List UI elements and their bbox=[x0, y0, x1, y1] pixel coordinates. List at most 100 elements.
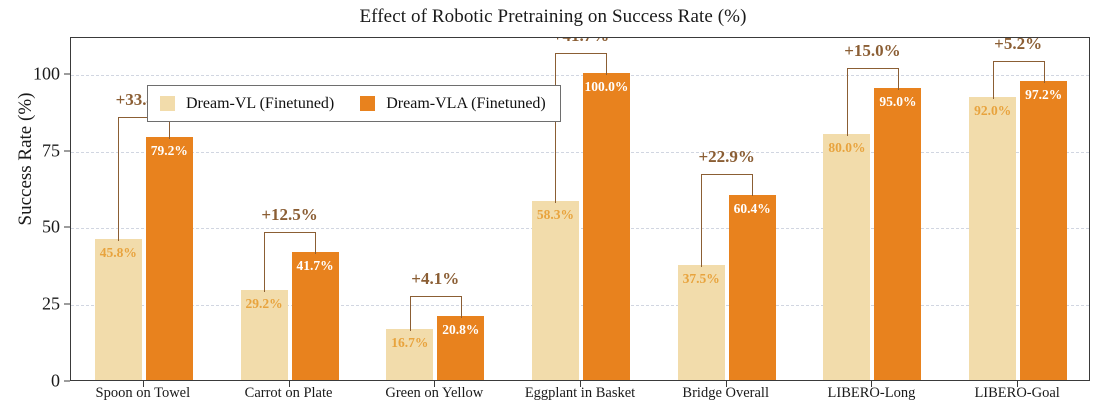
delta-label: +15.0% bbox=[844, 41, 901, 61]
bar-value-label: 37.5% bbox=[682, 270, 720, 286]
bar-value-label: 80.0% bbox=[828, 140, 866, 156]
bracket-leg-right bbox=[460, 296, 462, 319]
delta-bracket: +12.5% bbox=[217, 38, 363, 380]
bar-group: 58.3% 100.0% +41.7% bbox=[508, 38, 654, 380]
bracket-leg-left bbox=[264, 231, 266, 293]
legend-label-vl: Dream-VL (Finetuned) bbox=[186, 94, 335, 112]
y-tick-mark bbox=[64, 380, 70, 382]
bracket-leg-left bbox=[701, 174, 703, 267]
legend-item-dream-vla: Dream-VLA (Finetuned) bbox=[360, 95, 546, 113]
chart-title: Effect of Robotic Pretraining on Success… bbox=[359, 6, 747, 27]
x-tick-label: Green on Yellow bbox=[385, 385, 484, 401]
bar-vla[interactable]: 97.2% bbox=[1020, 81, 1068, 380]
legend-label-vla: Dream-VLA (Finetuned) bbox=[386, 94, 546, 112]
gridline bbox=[71, 305, 1089, 307]
bar-value-label: 60.4% bbox=[733, 200, 771, 216]
bracket-top bbox=[992, 61, 1044, 63]
y-tick-label: 100 bbox=[33, 63, 60, 84]
delta-label: +41.7% bbox=[508, 38, 654, 46]
bar-group: 16.7% 20.8% +4.1% bbox=[362, 38, 508, 380]
bracket-leg-left bbox=[118, 116, 120, 242]
bracket-top bbox=[264, 231, 316, 233]
x-tick-label: Carrot on Plate bbox=[244, 385, 333, 401]
bar-value-label: 16.7% bbox=[391, 334, 429, 350]
bar-value-label: 92.0% bbox=[974, 103, 1012, 119]
bar-vla[interactable]: 41.7% bbox=[291, 251, 339, 380]
bar-vla[interactable]: 79.2% bbox=[145, 136, 193, 380]
delta-label: +22.9% bbox=[698, 147, 755, 167]
bar-vla[interactable]: 95.0% bbox=[874, 88, 922, 380]
bar-value-label: 20.8% bbox=[442, 322, 480, 338]
bar-vla[interactable]: 60.4% bbox=[728, 194, 776, 380]
bar-value-label: 79.2% bbox=[150, 142, 188, 158]
legend-item-dream-vl: Dream-VL (Finetuned) bbox=[160, 95, 334, 113]
y-tick-mark bbox=[64, 303, 70, 305]
bar-vl[interactable]: 58.3% bbox=[531, 200, 579, 380]
bracket-top bbox=[701, 174, 753, 176]
gridline bbox=[71, 74, 1089, 76]
delta-bracket: +22.9% bbox=[654, 38, 800, 380]
bracket-top bbox=[118, 116, 170, 118]
bracket-leg-right bbox=[169, 116, 171, 139]
bar-vl[interactable]: 16.7% bbox=[386, 328, 434, 380]
delta-bracket: +5.2% bbox=[945, 38, 1089, 380]
y-tick-mark bbox=[64, 226, 70, 228]
x-tick-mark bbox=[871, 381, 873, 387]
x-tick-mark bbox=[725, 381, 727, 387]
bar-vl[interactable]: 29.2% bbox=[240, 290, 288, 380]
x-tick-label: Spoon on Towel bbox=[95, 385, 191, 401]
bracket-leg-right bbox=[752, 174, 754, 197]
x-tick-mark bbox=[142, 381, 144, 387]
bar-value-label: 29.2% bbox=[245, 296, 283, 312]
plot-inner: 45.8% 79.2% +33.4% 29.2% 41.7% +12.5% 16.7% 20.… bbox=[71, 38, 1089, 380]
bar-value-label: 100.0% bbox=[584, 78, 629, 94]
bracket-leg-right bbox=[606, 52, 608, 75]
delta-bracket: +41.7% bbox=[508, 38, 654, 380]
bar-group: 80.0% 95.0% +15.0% bbox=[800, 38, 946, 380]
bar-vla[interactable]: 100.0% bbox=[582, 72, 630, 380]
bracket-leg-left bbox=[992, 61, 994, 100]
legend-swatch-icon-vla bbox=[360, 96, 376, 111]
bracket-leg-left bbox=[555, 52, 557, 203]
bar-value-label: 41.7% bbox=[296, 257, 334, 273]
plot-area: 45.8% 79.2% +33.4% 29.2% 41.7% +12.5% 16.7% 20.… bbox=[70, 37, 1090, 381]
gridline bbox=[71, 228, 1089, 230]
y-tick-label: 25 bbox=[42, 293, 60, 314]
bracket-leg-left bbox=[409, 296, 411, 331]
y-tick-mark bbox=[64, 150, 70, 152]
bar-vl[interactable]: 45.8% bbox=[94, 239, 142, 380]
x-tick-mark bbox=[434, 381, 436, 387]
x-tick-label: Bridge Overall bbox=[682, 385, 769, 401]
bar-vla[interactable]: 20.8% bbox=[437, 316, 485, 380]
bar-value-label: 58.3% bbox=[536, 206, 575, 222]
bar-value-label: 97.2% bbox=[1025, 87, 1063, 103]
bracket-leg-right bbox=[315, 231, 317, 254]
y-tick-label: 75 bbox=[42, 140, 60, 161]
chart-legend: Dream-VL (Finetuned) Dream-VLA (Finetune… bbox=[147, 85, 561, 122]
bar-group: 92.0% 97.2% +5.2% bbox=[945, 38, 1089, 380]
bracket-top bbox=[555, 52, 607, 54]
x-tick-mark bbox=[288, 381, 290, 387]
delta-label: +12.5% bbox=[261, 204, 318, 224]
gridline bbox=[71, 151, 1089, 153]
x-tick-mark bbox=[1017, 381, 1019, 387]
x-tick-mark bbox=[580, 381, 581, 387]
y-tick-mark bbox=[64, 73, 70, 75]
y-tick-label: 50 bbox=[42, 216, 60, 237]
bar-vl[interactable]: 37.5% bbox=[677, 264, 725, 380]
legend-swatch-icon-vl bbox=[160, 96, 175, 111]
bracket-top bbox=[409, 296, 461, 298]
bar-value-label: 95.0% bbox=[879, 94, 917, 110]
bracket-top bbox=[846, 68, 898, 70]
delta-bracket: +4.1% bbox=[362, 38, 508, 380]
bar-group: 29.2% 41.7% +12.5% bbox=[217, 38, 363, 380]
bar-vl[interactable]: 80.0% bbox=[823, 134, 871, 380]
delta-label: +4.1% bbox=[411, 269, 460, 289]
bracket-leg-left bbox=[846, 68, 848, 137]
x-tick-label: Eggplant in Basket bbox=[524, 385, 636, 401]
bar-vl[interactable]: 92.0% bbox=[969, 97, 1017, 380]
bar-value-label: 45.8% bbox=[99, 245, 137, 261]
bar-group: 37.5% 60.4% +22.9% bbox=[654, 38, 800, 380]
delta-bracket: +15.0% bbox=[800, 38, 946, 380]
